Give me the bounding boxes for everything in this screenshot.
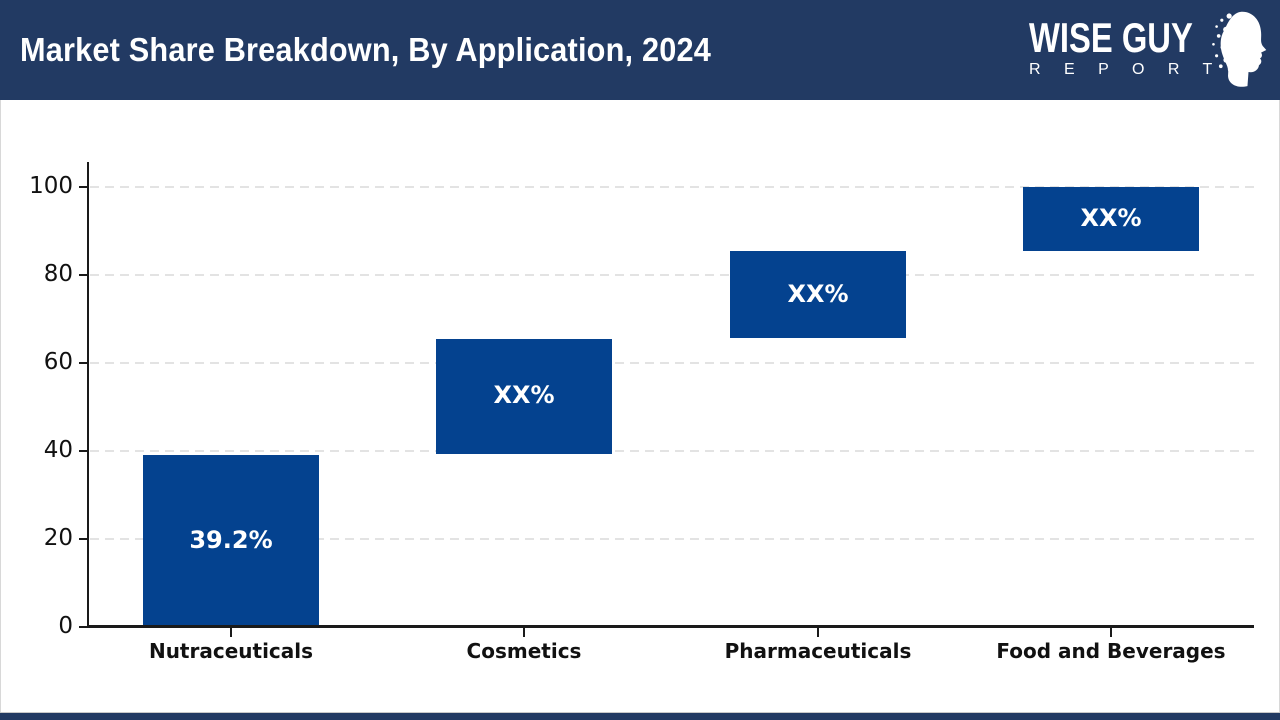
- x-tick-label-1: Cosmetics: [466, 639, 582, 663]
- y-tick-60: [79, 362, 88, 364]
- bar-cosmetics: [436, 339, 612, 454]
- y-tick-label-0: 0: [58, 613, 73, 639]
- x-tick-label-3: Food and Beverages: [996, 639, 1226, 663]
- logo-text: WISE GUY R E P O R T S: [1029, 14, 1256, 79]
- y-tick-80: [79, 274, 88, 276]
- bar-nutraceuticals: [143, 454, 319, 627]
- y-axis-line: [87, 162, 89, 628]
- footer-bar: [0, 713, 1280, 720]
- x-tick-1: [523, 628, 525, 637]
- chart-area: 0 20 40 60 80 100 39.2% XX% XX% XX% Nutraceuticals…: [0, 100, 1280, 712]
- logo-wordmark: WISE GUY: [1029, 14, 1193, 61]
- bar-value-label: XX%: [1080, 204, 1142, 233]
- bar-value-label: XX%: [493, 381, 555, 410]
- x-tick-0: [230, 628, 232, 637]
- y-tick-40: [79, 450, 88, 452]
- x-axis-line: [87, 625, 1254, 628]
- gridline-100: [90, 186, 1255, 188]
- y-tick-label-20: 20: [43, 525, 73, 551]
- y-tick-20: [79, 538, 88, 540]
- y-tick-0: [79, 626, 88, 628]
- gridline-20: [90, 538, 1255, 540]
- x-tick-label-2: Pharmaceuticals: [724, 639, 912, 663]
- gridline-40: [90, 450, 1255, 452]
- gridline-80: [90, 274, 1255, 276]
- y-tick-label-60: 60: [43, 349, 73, 375]
- footer-divider: [0, 712, 1280, 713]
- y-tick-label-100: 100: [29, 173, 73, 199]
- gridline-60: [90, 362, 1255, 364]
- wiseguy-logo: WISE GUY R E P O R T S: [1029, 4, 1274, 96]
- x-tick-2: [817, 628, 819, 637]
- header: Market Share Breakdown, By Application, …: [0, 0, 1280, 100]
- bar-pharmaceuticals: [730, 251, 906, 339]
- bar-value-label: XX%: [787, 279, 849, 308]
- y-tick-label-80: 80: [43, 261, 73, 287]
- page-title: Market Share Breakdown, By Application, …: [20, 31, 711, 68]
- x-tick-3: [1110, 628, 1112, 637]
- y-tick-100: [79, 186, 88, 188]
- y-tick-label-40: 40: [43, 437, 73, 463]
- x-tick-label-0: Nutraceuticals: [148, 639, 314, 663]
- logo-reports-text: R E P O R T S: [1029, 61, 1256, 78]
- wiseguy-face-icon: [1212, 11, 1267, 87]
- bar-value-label: 39.2%: [189, 525, 273, 554]
